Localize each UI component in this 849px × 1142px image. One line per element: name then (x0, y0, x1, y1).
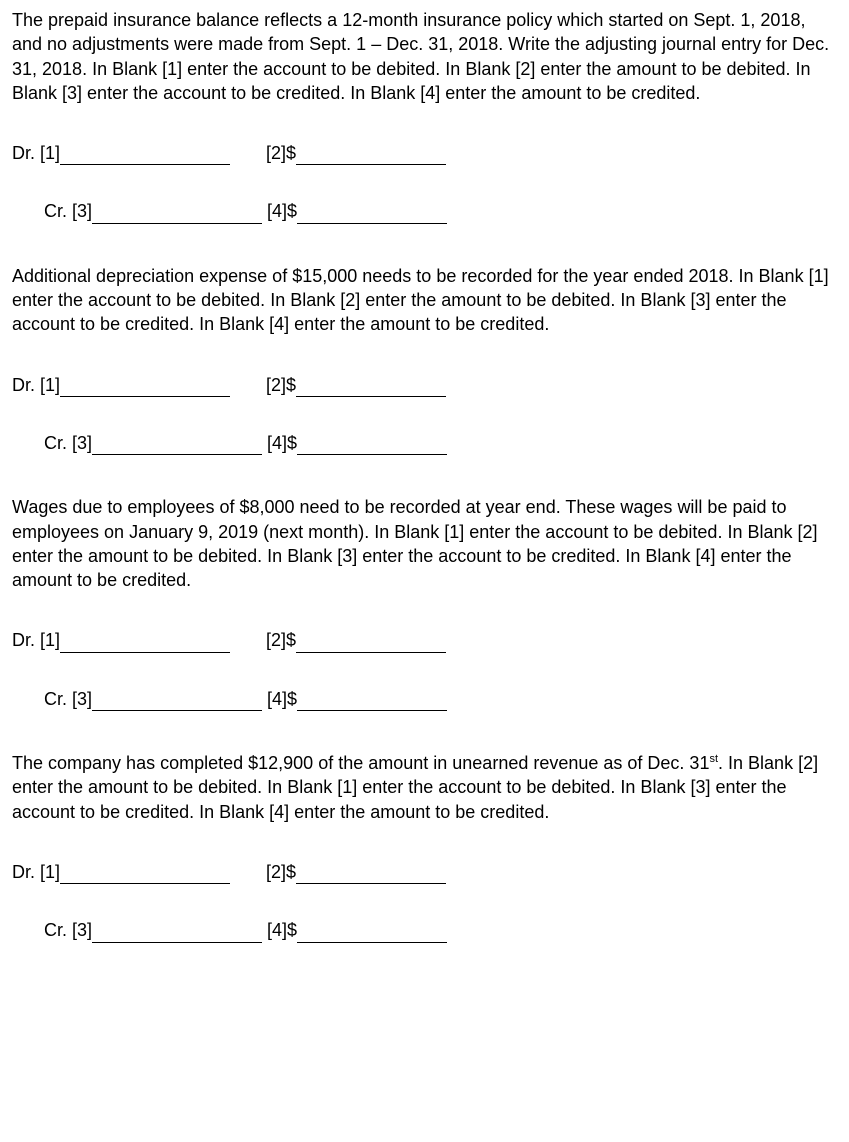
question-2: Additional depreciation expense of $15,0… (12, 264, 837, 455)
q1-blank-4-amount[interactable] (297, 205, 447, 224)
q1-blank-2-amount[interactable] (296, 146, 446, 165)
q2-blank-2-amount[interactable] (296, 378, 446, 397)
question-3: Wages due to employees of $8,000 need to… (12, 495, 837, 711)
amount-4-label: [4]$ (267, 431, 297, 455)
q2-blank-3-account[interactable] (92, 436, 262, 455)
question-3-text: Wages due to employees of $8,000 need to… (12, 495, 837, 592)
amount-2-label: [2]$ (266, 860, 296, 884)
q1-debit-row: Dr. [1] [2]$ (12, 141, 837, 165)
q1-blank-1-account[interactable] (60, 146, 230, 165)
amount-4-label: [4]$ (267, 687, 297, 711)
q4-debit-row: Dr. [1] [2]$ (12, 860, 837, 884)
question-4: The company has completed $12,900 of the… (12, 751, 837, 942)
q1-blank-3-account[interactable] (92, 205, 262, 224)
q4-blank-3-account[interactable] (92, 924, 262, 943)
credit-label: Cr. [3] (44, 687, 92, 711)
q1-credit-row: Cr. [3] [4]$ (12, 199, 837, 223)
amount-4-label: [4]$ (267, 199, 297, 223)
q3-blank-1-account[interactable] (60, 634, 230, 653)
q4-blank-1-account[interactable] (60, 865, 230, 884)
q3-blank-2-amount[interactable] (296, 634, 446, 653)
credit-label: Cr. [3] (44, 918, 92, 942)
q4-blank-4-amount[interactable] (297, 924, 447, 943)
q2-blank-1-account[interactable] (60, 378, 230, 397)
q2-credit-row: Cr. [3] [4]$ (12, 431, 837, 455)
q3-blank-3-account[interactable] (92, 692, 262, 711)
question-2-text: Additional depreciation expense of $15,0… (12, 264, 837, 337)
question-4-text: The company has completed $12,900 of the… (12, 751, 837, 824)
credit-label: Cr. [3] (44, 431, 92, 455)
q3-blank-4-amount[interactable] (297, 692, 447, 711)
amount-4-label: [4]$ (267, 918, 297, 942)
question-1-text: The prepaid insurance balance reflects a… (12, 8, 837, 105)
amount-2-label: [2]$ (266, 141, 296, 165)
debit-label: Dr. [1] (12, 141, 60, 165)
q4-blank-2-amount[interactable] (296, 865, 446, 884)
q3-credit-row: Cr. [3] [4]$ (12, 687, 837, 711)
amount-2-label: [2]$ (266, 628, 296, 652)
question-1: The prepaid insurance balance reflects a… (12, 8, 837, 224)
debit-label: Dr. [1] (12, 860, 60, 884)
q3-debit-row: Dr. [1] [2]$ (12, 628, 837, 652)
q4-credit-row: Cr. [3] [4]$ (12, 918, 837, 942)
amount-2-label: [2]$ (266, 373, 296, 397)
q2-blank-4-amount[interactable] (297, 436, 447, 455)
credit-label: Cr. [3] (44, 199, 92, 223)
q2-debit-row: Dr. [1] [2]$ (12, 373, 837, 397)
debit-label: Dr. [1] (12, 628, 60, 652)
debit-label: Dr. [1] (12, 373, 60, 397)
